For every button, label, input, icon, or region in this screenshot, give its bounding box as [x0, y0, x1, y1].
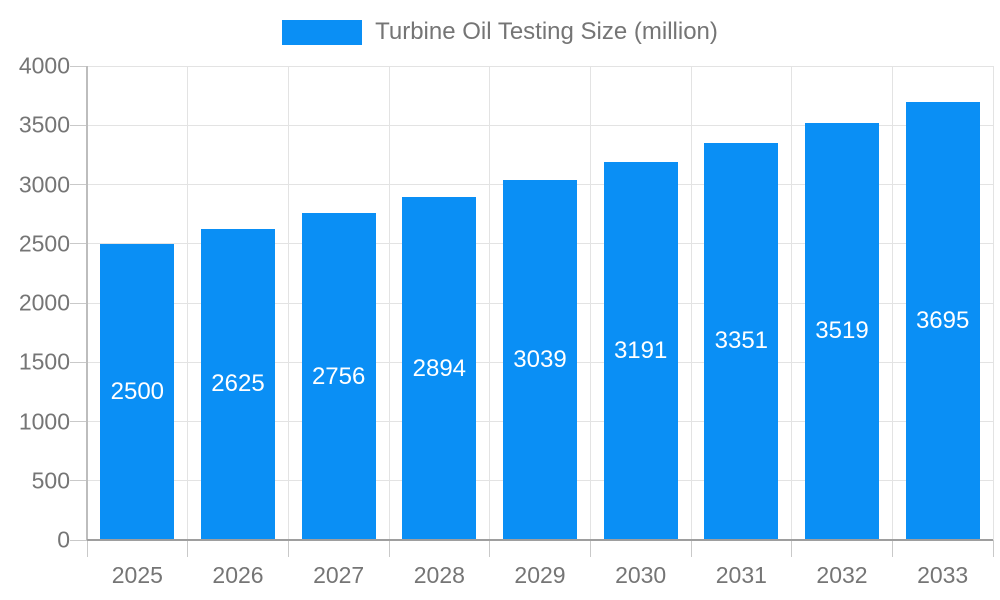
- y-tick-mark: [70, 539, 87, 541]
- bar[interactable]: 2894: [402, 197, 477, 539]
- y-tick-label: 3000: [18, 171, 70, 197]
- bar[interactable]: 2625: [201, 228, 275, 539]
- bar[interactable]: 3695: [905, 102, 980, 539]
- y-gridline: [87, 65, 993, 67]
- y-tick-mark: [70, 124, 87, 126]
- x-tick-mark: [86, 540, 88, 557]
- x-tick-label: 2031: [715, 562, 767, 588]
- x-tick-mark: [489, 540, 491, 557]
- y-gridline: [87, 124, 993, 126]
- x-tick-label: 2025: [111, 562, 163, 588]
- y-tick-mark: [70, 480, 87, 482]
- y-tick-label: 4000: [18, 52, 70, 79]
- y-tick-mark: [70, 302, 87, 304]
- y-tick-mark: [70, 421, 87, 422]
- bar-value-label: 3039: [513, 345, 567, 373]
- x-gridline: [187, 66, 189, 540]
- y-tick-label: 3500: [18, 111, 70, 138]
- bar-value-label: 3695: [915, 307, 970, 335]
- bar-value-label: 2500: [110, 377, 165, 405]
- x-axis-line: [87, 539, 993, 541]
- x-tick-mark: [791, 540, 793, 557]
- x-tick-mark: [891, 540, 893, 557]
- legend-label: Turbine Oil Testing Size (million): [375, 18, 718, 45]
- legend[interactable]: Turbine Oil Testing Size (million): [0, 18, 1000, 46]
- y-tick-label: 2500: [18, 230, 70, 257]
- x-tick-mark: [690, 540, 692, 557]
- x-tick-label: 2032: [816, 562, 868, 588]
- x-gridline: [589, 66, 591, 540]
- y-tick-label: 1000: [18, 408, 70, 434]
- x-tick-label: 2029: [514, 562, 566, 588]
- bar-value-label: 2625: [211, 370, 265, 398]
- y-tick-mark: [70, 361, 87, 363]
- x-tick-label: 2033: [917, 562, 969, 588]
- x-tick-label: 2030: [615, 562, 667, 588]
- x-tick-label: 2027: [313, 562, 365, 588]
- x-gridline: [690, 66, 692, 540]
- y-tick-label: 2000: [18, 289, 70, 316]
- bar[interactable]: 2756: [301, 213, 376, 539]
- bar-value-label: 3191: [613, 336, 668, 364]
- y-tick-label: 1500: [18, 348, 70, 375]
- x-gridline: [992, 66, 994, 540]
- x-gridline: [891, 66, 893, 540]
- bar[interactable]: 2500: [100, 243, 175, 539]
- x-gridline: [791, 66, 793, 540]
- x-tick-mark: [187, 540, 189, 557]
- bar-value-label: 3351: [714, 327, 769, 355]
- x-gridline: [489, 66, 491, 540]
- x-gridline: [287, 66, 289, 540]
- bar-value-label: 2756: [311, 362, 366, 390]
- y-tick-label: 0: [57, 526, 70, 553]
- bar[interactable]: 3351: [704, 142, 779, 539]
- x-gridline: [388, 66, 390, 540]
- y-tick-mark: [70, 243, 87, 245]
- bar[interactable]: 3519: [805, 122, 879, 539]
- bar[interactable]: 3039: [503, 179, 577, 539]
- bar-value-label: 3519: [815, 317, 869, 345]
- bar[interactable]: 3191: [603, 161, 678, 539]
- x-tick-mark: [287, 540, 289, 557]
- x-tick-label: 2028: [413, 562, 465, 588]
- x-tick-mark: [992, 540, 994, 557]
- x-tick-mark: [388, 540, 390, 557]
- y-tick-label: 500: [31, 467, 70, 494]
- y-axis-line: [86, 66, 88, 540]
- y-tick-mark: [70, 65, 87, 67]
- x-tick-label: 2026: [212, 562, 264, 588]
- bar-value-label: 2894: [412, 354, 467, 382]
- x-tick-mark: [589, 540, 591, 557]
- legend-swatch: [282, 19, 363, 45]
- y-tick-mark: [70, 184, 87, 185]
